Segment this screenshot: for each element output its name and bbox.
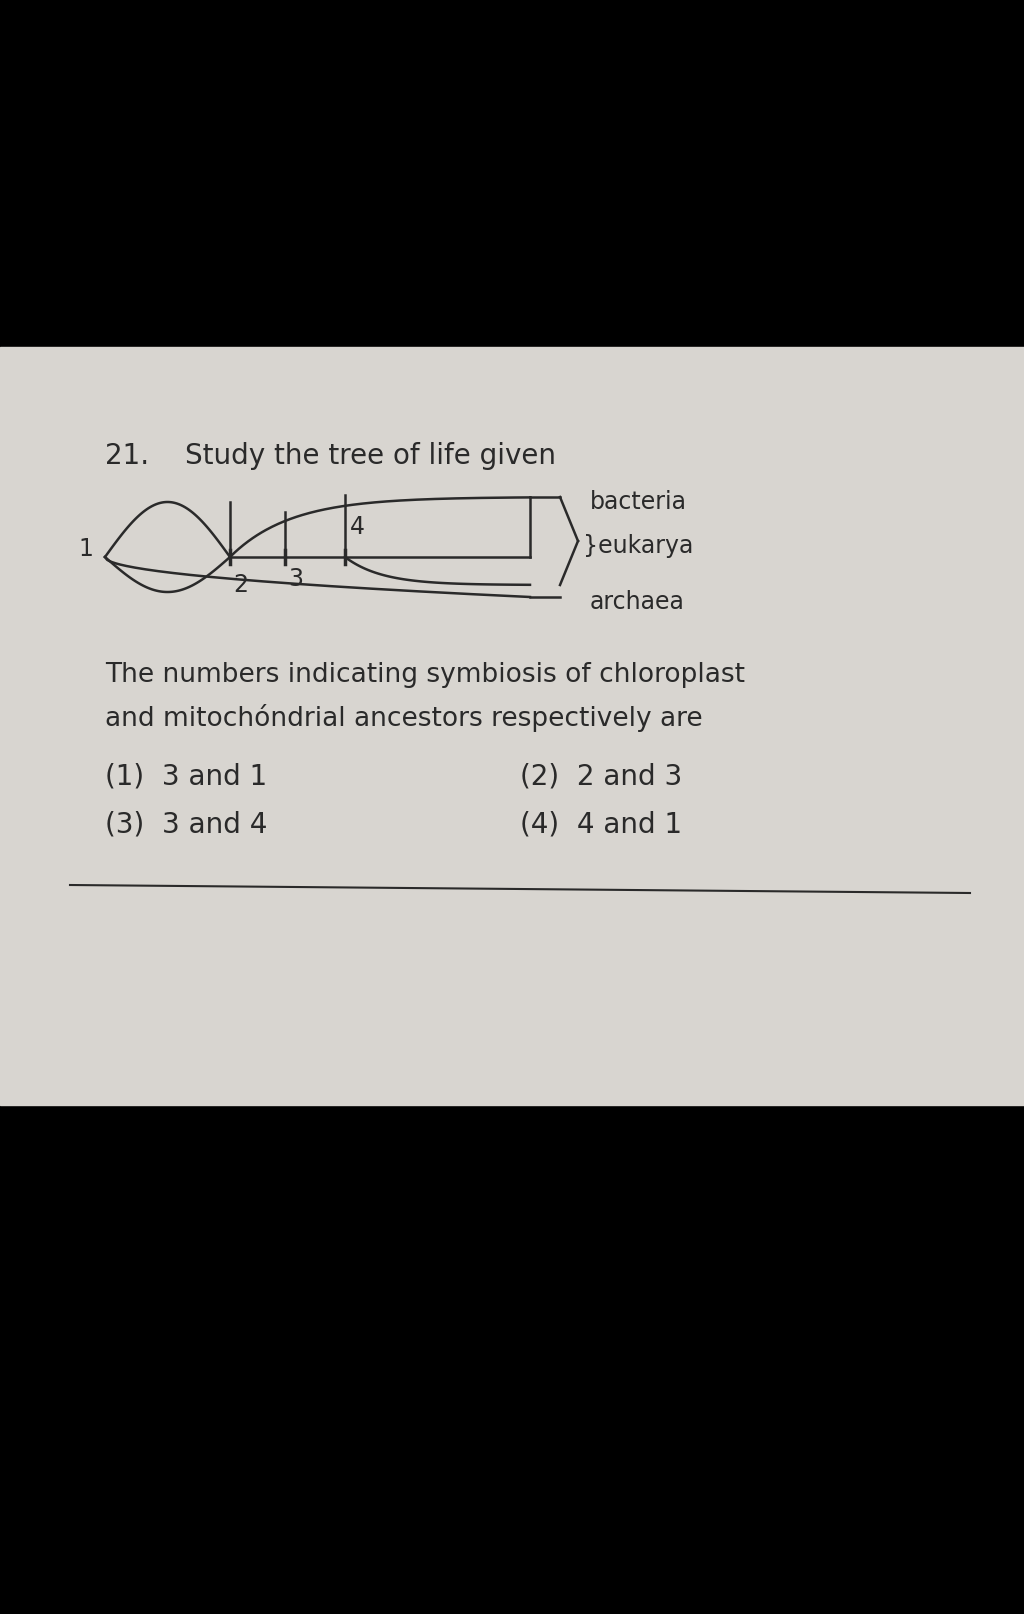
Text: Study the tree of life given: Study the tree of life given (185, 442, 556, 470)
Bar (0, 347, 1024, 1106)
Text: }eukarya: }eukarya (583, 534, 693, 558)
Text: and mitochóndrial ancestors respectively are: and mitochóndrial ancestors respectively… (105, 704, 702, 733)
Text: The numbers indicating symbiosis of chloroplast: The numbers indicating symbiosis of chlo… (105, 662, 745, 688)
Text: (1)  3 and 1: (1) 3 and 1 (105, 762, 267, 789)
Text: (4)  4 and 1: (4) 4 and 1 (520, 810, 682, 838)
Text: (2)  2 and 3: (2) 2 and 3 (520, 762, 682, 789)
Text: 21.: 21. (105, 442, 150, 470)
Text: (3)  3 and 4: (3) 3 and 4 (105, 810, 267, 838)
Text: archaea: archaea (590, 591, 685, 613)
Text: bacteria: bacteria (590, 491, 687, 513)
Text: 1: 1 (78, 537, 93, 562)
Text: 3: 3 (288, 567, 303, 591)
Text: 4: 4 (350, 515, 365, 539)
Text: 2: 2 (233, 573, 248, 597)
